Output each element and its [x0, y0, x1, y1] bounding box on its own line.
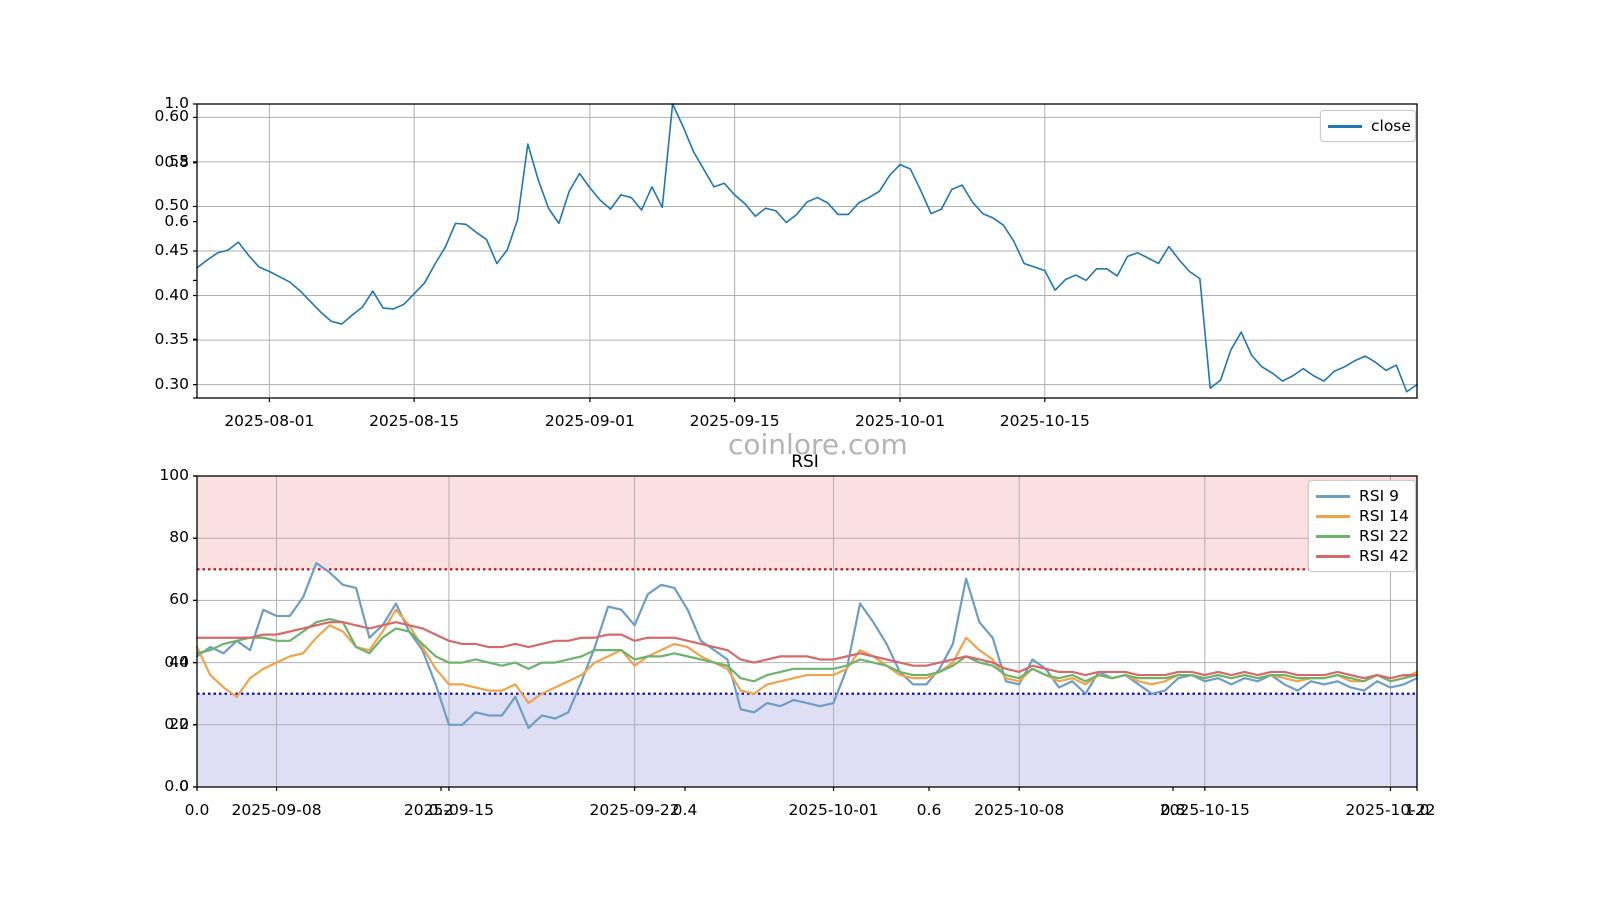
price-x-tick-label: 2025-10-15 — [999, 412, 1090, 430]
rsi-x-default-tick-label: 0.2 — [428, 801, 454, 819]
price-legend-item[interactable]: close — [1328, 116, 1411, 136]
rsi-overbought-band — [197, 476, 1417, 570]
price-x-tick-label: 2025-09-01 — [544, 412, 635, 430]
rsi-series-rsi-42 — [195, 621, 1419, 680]
rsi-x-date-tick-label: 2025-10-08 — [974, 801, 1065, 819]
price-y-tick-label: 0.60 — [154, 107, 189, 126]
rsi-legend-swatch-icon — [1316, 554, 1350, 558]
rsi-legend-swatch-icon — [1316, 514, 1350, 518]
rsi-axes-frame — [196, 475, 1418, 788]
rsi-x-default-tick-label: 0.6 — [916, 801, 942, 819]
price-series-close — [196, 103, 1418, 393]
rsi-y-tick-label: 0 — [179, 777, 189, 795]
rsi-y-default-tick-label: 0.2 — [164, 714, 189, 733]
rsi-x-date-tick-label: 2025-10-22 — [1345, 801, 1436, 819]
price-legend-label: close — [1371, 117, 1411, 135]
rsi-y-tick-label: 100 — [159, 466, 189, 484]
rsi-legend-swatch-icon — [1316, 494, 1350, 498]
price-x-tick-label: 2025-08-01 — [224, 412, 315, 430]
rsi-series-rsi-22 — [195, 617, 1419, 683]
price-y-tick-label: 0.45 — [154, 241, 189, 259]
rsi-legend-item[interactable]: RSI 42 — [1316, 546, 1409, 566]
rsi-legend-item[interactable]: RSI 9 — [1316, 486, 1406, 506]
rsi-y-default-tick-label: 0.0 — [164, 777, 189, 795]
rsi-x-default-tick-label: 0.4 — [672, 801, 698, 819]
rsi-oversold-band — [197, 693, 1417, 787]
rsi-x-default-tick-label: 1.0 — [1404, 801, 1430, 819]
rsi-legend-label: RSI 42 — [1359, 547, 1409, 565]
rsi-x-date-tick-label: 2025-09-22 — [589, 801, 680, 819]
watermark-text: coinlore.com — [728, 428, 908, 461]
rsi-x-date-tick-label: 2025-10-01 — [788, 801, 879, 819]
rsi-y-tick-label: 60 — [169, 590, 189, 609]
rsi-x-date-tick-label: 2025-09-15 — [403, 801, 494, 819]
rsi-legend-label: RSI 14 — [1359, 507, 1409, 525]
rsi-panel-title: RSI — [791, 452, 819, 472]
price-x-tick-label: 2025-09-15 — [689, 412, 780, 430]
rsi-x-date-tick-label: 2025-09-08 — [231, 801, 322, 819]
price-y-default-tick-label: 1.0 — [164, 94, 189, 112]
rsi-x-default-tick-label: 0.8 — [1160, 801, 1186, 819]
price-y-tick-label: 0.55 — [154, 151, 189, 170]
price-y-tick-label: 0.50 — [154, 196, 189, 215]
rsi-legend-label: RSI 9 — [1359, 487, 1399, 505]
rsi-y-tick-label: 40 — [169, 652, 189, 671]
price-y-tick-label: 0.30 — [154, 374, 189, 393]
price-x-tick-label: 2025-08-15 — [369, 412, 460, 430]
price-x-tick-label: 2025-10-01 — [855, 412, 946, 430]
rsi-legend-item[interactable]: RSI 14 — [1316, 506, 1409, 526]
rsi-x-date-tick-label: 2025-10-15 — [1159, 801, 1250, 819]
price-legend[interactable]: close — [1320, 110, 1416, 142]
rsi-x-default-tick-label: 0.0 — [184, 801, 210, 819]
price-y-default-tick-label: 0.8 — [164, 152, 189, 171]
rsi-y-tick-label: 20 — [169, 714, 189, 733]
price-y-default-tick-label: 0.6 — [164, 211, 189, 230]
rsi-series-rsi-9 — [195, 561, 1419, 730]
rsi-legend[interactable]: RSI 9 RSI 14 RSI 22 RSI 42 — [1308, 480, 1416, 572]
rsi-y-tick-label: 80 — [169, 528, 189, 547]
rsi-y-default-tick-label: 0.4 — [164, 652, 189, 671]
price-y-tick-label: 0.40 — [154, 285, 189, 304]
price-y-tick-label: 0.35 — [154, 330, 189, 349]
price-legend-swatch-icon — [1328, 124, 1362, 128]
rsi-legend-item[interactable]: RSI 22 — [1316, 526, 1409, 546]
rsi-legend-swatch-icon — [1316, 534, 1350, 538]
rsi-legend-label: RSI 22 — [1359, 527, 1409, 545]
